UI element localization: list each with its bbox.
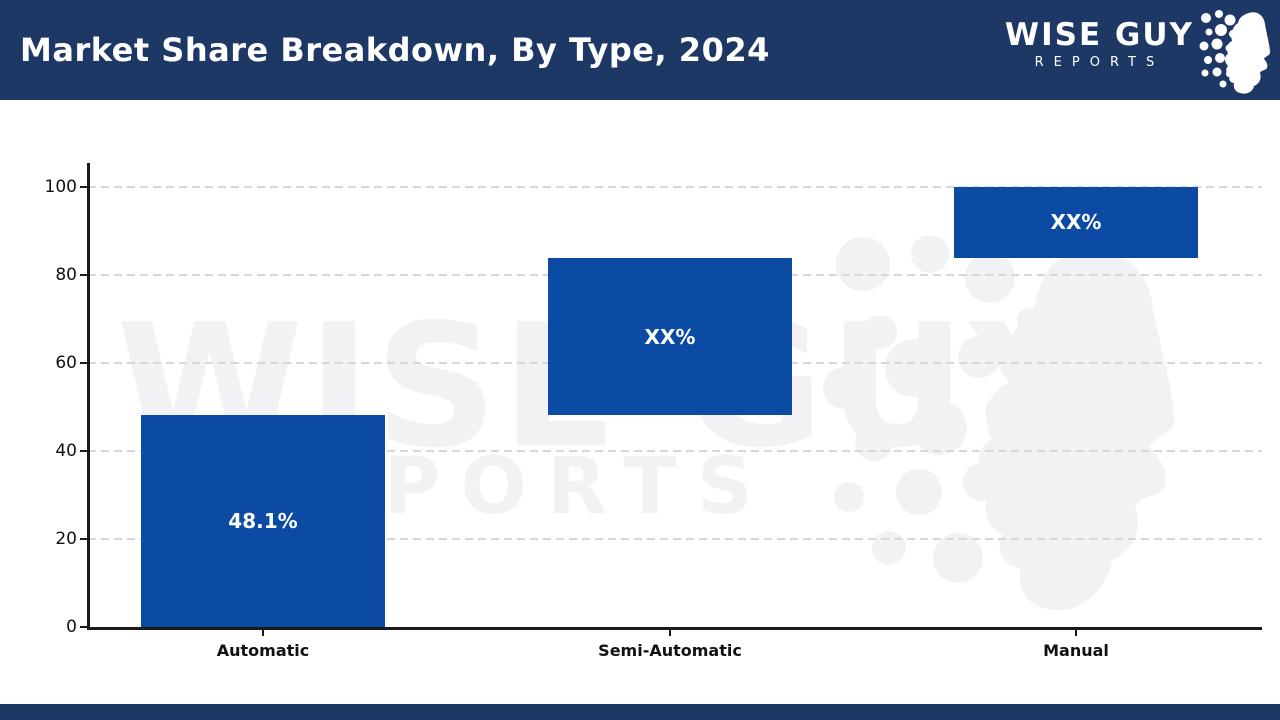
x-tick-mark [1075,629,1077,636]
bar-automatic: 48.1% [141,415,385,627]
y-tick-mark [80,626,87,628]
x-tick-label-semi-automatic: Semi-Automatic [598,641,742,660]
y-gridline [88,186,1262,188]
wise-guy-reports-logo: WISE GUY REPORTS [1005,4,1272,96]
y-tick-label: 40 [55,441,77,461]
y-tick-label: 20 [55,529,77,549]
bar-value-label: 48.1% [228,509,298,534]
y-tick-label: 0 [66,617,77,637]
footer-bar [0,704,1280,720]
y-tick-label: 60 [55,353,77,373]
y-tick-mark [80,538,87,540]
x-tick-label-automatic: Automatic [216,641,310,660]
y-axis-line [87,163,90,629]
x-tick-mark [262,629,264,636]
y-gridline [88,538,1262,540]
chart-title: Market Share Breakdown, By Type, 2024 [20,31,770,69]
logo-wise-guy-text: WISE GUY [1004,17,1194,53]
logo-head-profile-icon [1199,10,1271,94]
bar-value-label: XX% [644,324,696,349]
y-tick-mark [80,450,87,452]
x-tick-label-manual: Manual [1043,641,1109,660]
header-bar: Market Share Breakdown, By Type, 2024 WI… [0,0,1280,100]
head-profile-watermark-icon [823,236,1175,611]
x-tick-mark [669,629,671,636]
logo-reports-text: REPORTS [1034,55,1165,70]
y-tick-label: 100 [44,177,77,197]
y-tick-label: 80 [55,265,77,285]
y-gridline [88,450,1262,452]
y-tick-mark [80,362,87,364]
bar-semi-automatic: XX% [548,257,792,416]
bar-value-label: XX% [1050,210,1102,235]
x-axis-line [87,627,1262,630]
y-tick-mark [80,186,87,188]
bar-manual: XX% [954,187,1198,258]
y-tick-mark [80,274,87,276]
logo-text: WISE GUY REPORTS [1005,18,1194,70]
